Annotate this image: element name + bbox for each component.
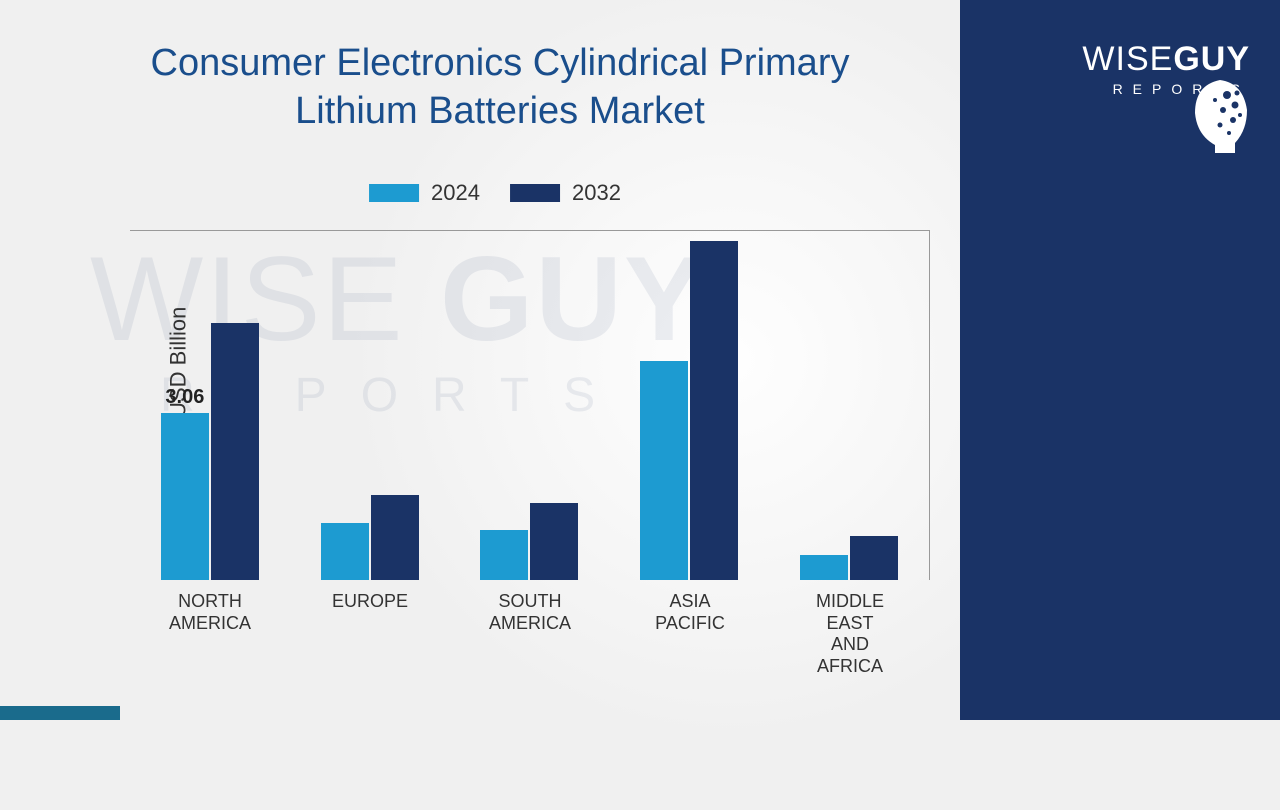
legend-label-a: 2024 <box>431 180 480 206</box>
x-axis-label: EUROPE <box>310 585 430 690</box>
value-label: 3.06 <box>161 386 209 409</box>
bar-group <box>640 241 738 580</box>
x-axis-label: NORTHAMERICA <box>150 585 270 690</box>
logo-guy: GUY <box>1173 40 1250 78</box>
bar-series-a <box>800 555 848 580</box>
bar-series-a <box>161 413 209 580</box>
footer-accent-bar <box>0 706 120 720</box>
bar-group <box>480 503 578 580</box>
legend-label-b: 2032 <box>572 180 621 206</box>
bar-group: 3.06 <box>161 323 259 580</box>
chart-area: Market Size in USD Billion 2024 2032 3.0… <box>60 180 930 690</box>
brand-logo: WISEGUY REPORTS <box>1082 40 1250 97</box>
legend-item-2032: 2032 <box>510 180 621 206</box>
bar-series-b <box>371 495 419 580</box>
head-dots-icon <box>1185 75 1255 155</box>
bar-series-b <box>211 323 259 580</box>
plot-region: 3.06 <box>130 230 930 580</box>
swatch-b <box>510 184 560 202</box>
bar-group <box>800 536 898 580</box>
x-axis-label: SOUTHAMERICA <box>470 585 590 690</box>
legend-item-2024: 2024 <box>369 180 480 206</box>
legend: 2024 2032 <box>369 180 621 206</box>
bar-series-b <box>690 241 738 580</box>
x-axis-label: ASIAPACIFIC <box>630 585 750 690</box>
swatch-a <box>369 184 419 202</box>
bar-series-a <box>480 530 528 580</box>
bar-series-a <box>321 523 369 580</box>
bar-series-b <box>530 503 578 580</box>
bar-group <box>321 495 419 580</box>
x-axis-label: MIDDLEEASTANDAFRICA <box>790 585 910 690</box>
bar-series-a <box>640 361 688 580</box>
bar-series-b <box>850 536 898 580</box>
logo-wise: WISE <box>1082 40 1173 78</box>
chart-title: Consumer Electronics Cylindrical Primary… <box>120 40 880 135</box>
